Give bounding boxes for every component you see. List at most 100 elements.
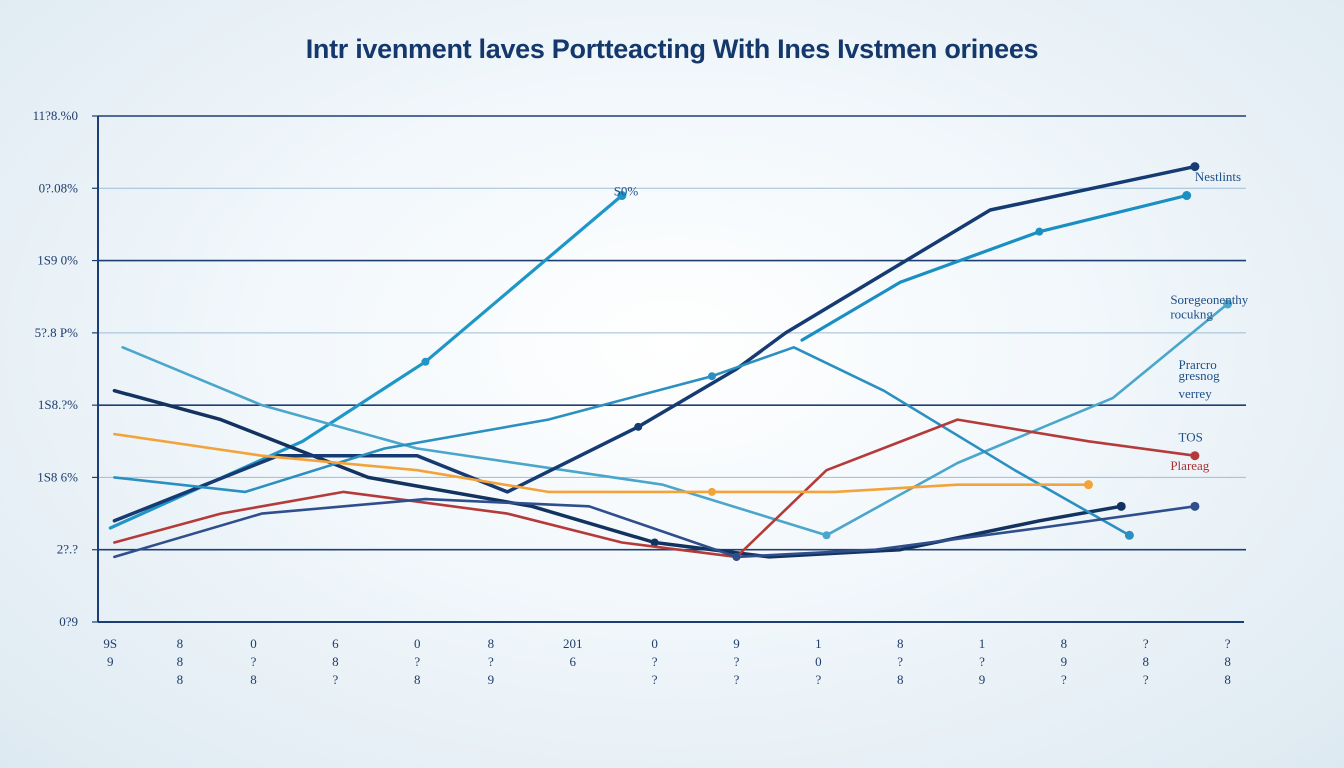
x-tick-label: ? — [1143, 672, 1149, 687]
x-tick-label: 8 — [488, 636, 495, 651]
series-annotation: verrey — [1179, 386, 1213, 401]
series-line — [112, 388, 1123, 559]
x-tick-label-group: 1 0? — [815, 636, 822, 687]
series-end-point — [1190, 162, 1200, 172]
series-end-point — [1083, 480, 1093, 490]
y-tick-label: 0?9 — [59, 614, 78, 629]
x-tick-label: 8 — [1224, 672, 1231, 687]
x-tick-label: ? — [1061, 672, 1067, 687]
series-line — [112, 164, 1197, 523]
x-tick-label: ? — [332, 672, 338, 687]
series-end-point — [617, 191, 627, 201]
series-annotation: TOS — [1179, 429, 1203, 444]
series-point — [421, 357, 430, 366]
series-point — [707, 372, 716, 381]
x-tick-label: ? — [815, 672, 821, 687]
y-tick-labels: 11?8.%0 0?.08% 1S9 0% 5?.8 P% 1S8.?% 1S8 6% 2?… — [33, 108, 98, 629]
x-tick-label-group: 8 9? — [1061, 636, 1068, 687]
x-tick-label: 0 — [815, 654, 822, 669]
series-point — [822, 531, 831, 540]
x-tick-label: ? — [652, 654, 658, 669]
series-end-point — [1124, 530, 1134, 540]
series-end-point — [1182, 191, 1192, 201]
series-line — [121, 302, 1229, 537]
x-tick-label: 8 — [1061, 636, 1068, 651]
x-tick-label: 1 — [815, 636, 822, 651]
x-tick-label: 9 — [979, 672, 986, 687]
series-annotation: Prarcro — [1179, 357, 1217, 372]
x-tick-label: 8 — [897, 636, 904, 651]
series-end-point — [1223, 299, 1233, 309]
x-tick-label: 8 — [1224, 654, 1231, 669]
series-annotation: rocukng — [1170, 306, 1213, 321]
x-tick-label: ? — [734, 672, 740, 687]
series-annotation: Plareag — [1170, 458, 1209, 473]
x-tick-label: 8 — [177, 636, 184, 651]
x-tick-label: 201 — [563, 636, 583, 651]
x-tick-label: 1 — [979, 636, 986, 651]
x-tick-label-group: 8? 9 — [488, 636, 495, 687]
y-tick-label: 5?.8 P% — [35, 325, 79, 340]
series-line — [113, 432, 1090, 494]
x-tick-label: 9 — [107, 654, 114, 669]
x-tick-label: 8 — [332, 654, 339, 669]
x-tick-label: ? — [897, 654, 903, 669]
x-tick-label-group: 0?? — [651, 636, 658, 687]
y-tick-label: 1S9 0% — [37, 253, 78, 268]
grid-lines — [98, 115, 1246, 551]
x-tick-label: 9S — [103, 636, 117, 651]
y-tick-label: 0?.08% — [39, 180, 79, 195]
series-point — [634, 422, 643, 431]
x-tick-label: 9 — [733, 636, 740, 651]
series-end-point — [1116, 501, 1126, 511]
series-point — [1035, 227, 1044, 236]
series-lines — [108, 162, 1233, 561]
x-tick-label-group: 0? 8 — [414, 636, 421, 687]
x-tick-label: 8 — [897, 672, 904, 687]
x-tick-label: 0 — [651, 636, 658, 651]
x-tick-label: ? — [414, 654, 420, 669]
x-tick-label: 0 — [250, 636, 257, 651]
x-tick-labels: 9S98880?868?0?88?920160??9??10?8?81?989?… — [103, 636, 1230, 687]
series-line — [113, 497, 1197, 559]
series-point — [650, 538, 659, 547]
series-line — [113, 345, 1131, 537]
series-line — [800, 193, 1189, 342]
x-tick-label: 8 — [414, 672, 421, 687]
x-tick-label: ? — [1143, 636, 1149, 651]
series-annotation: S0% — [614, 184, 639, 199]
x-tick-label-group: 0? 8 — [250, 636, 257, 687]
x-tick-label: 9 — [1061, 654, 1068, 669]
series-point — [732, 552, 741, 561]
series-annotation: Soregeonenthy — [1170, 292, 1248, 307]
x-tick-label: ? — [1225, 636, 1231, 651]
x-tick-label: 6 — [332, 636, 339, 651]
series-line — [113, 418, 1197, 559]
axes — [97, 116, 1244, 623]
x-tick-label-group: ? 8? — [1143, 636, 1150, 687]
x-tick-label: 8 — [177, 654, 184, 669]
x-tick-label-group: 9S9 — [103, 636, 117, 669]
y-tick-label: 1S8 6% — [37, 469, 78, 484]
x-tick-label: ? — [251, 654, 257, 669]
y-tick-label: 2?.? — [57, 542, 79, 557]
x-tick-label-group: 1? 9 — [979, 636, 986, 687]
x-tick-label-group: ? 8 8 — [1224, 636, 1231, 687]
x-tick-label: 9 — [488, 672, 495, 687]
x-tick-label-group: 8? 8 — [897, 636, 904, 687]
x-tick-label: 8 — [1143, 654, 1150, 669]
series-end-point — [1190, 501, 1200, 511]
x-tick-label-group: 9?? — [733, 636, 740, 687]
x-tick-label: ? — [488, 654, 494, 669]
x-tick-label-group: 6 8? — [332, 636, 339, 687]
series-annotation: Nestlints — [1195, 169, 1241, 184]
x-tick-label-group: 8 8 8 — [177, 636, 184, 687]
x-tick-label: ? — [979, 654, 985, 669]
y-tick-label: 11?8.%0 — [33, 108, 78, 123]
x-tick-label: 8 — [250, 672, 257, 687]
series-end-point — [1190, 451, 1200, 461]
x-tick-label: 6 — [570, 654, 577, 669]
